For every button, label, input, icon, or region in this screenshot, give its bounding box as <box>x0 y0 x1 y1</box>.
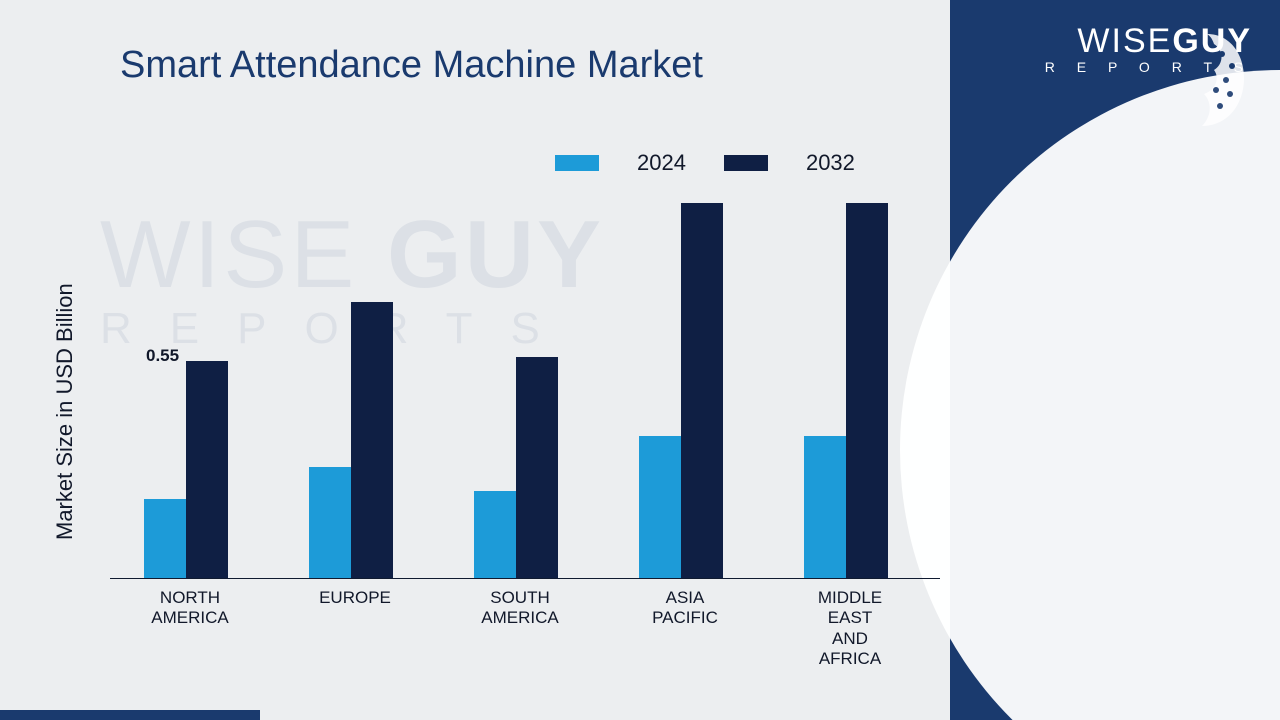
footer-accent-bar <box>0 710 260 720</box>
bar-2032 <box>351 302 393 579</box>
brand-line1a: WISE <box>1077 22 1172 60</box>
category-label: ASIAPACIFIC <box>625 588 745 629</box>
category-label: EUROPE <box>295 588 415 608</box>
brand-head-icon <box>1162 30 1252 130</box>
legend: 2024 2032 <box>555 150 855 176</box>
x-axis-line <box>110 578 940 579</box>
value-label: 0.55 <box>146 346 179 366</box>
legend-label-b: 2032 <box>806 150 855 176</box>
legend-label-a: 2024 <box>637 150 686 176</box>
bar-2024 <box>804 436 846 578</box>
chart-title: Smart Attendance Machine Market <box>120 44 703 87</box>
bar-2032 <box>516 357 558 578</box>
bar-2024 <box>639 436 681 578</box>
chart-plot-area: 0.55 <box>110 185 940 580</box>
category-label: MIDDLEEASTANDAFRICA <box>790 588 910 670</box>
x-axis-categories: NORTHAMERICA EUROPE SOUTHAMERICA ASIAPACIFI… <box>110 582 940 692</box>
bar-2032 <box>846 203 888 578</box>
bar-2024 <box>474 491 516 578</box>
bar-2024 <box>144 499 186 578</box>
y-axis-label: Market Size in USD Billion <box>52 283 78 540</box>
category-label: NORTHAMERICA <box>130 588 250 629</box>
bar-2032 <box>681 203 723 578</box>
bar-2032 <box>186 361 228 578</box>
brand-block: WISEGUY R E P O R T S <box>952 22 1252 75</box>
category-label: SOUTHAMERICA <box>460 588 580 629</box>
legend-swatch-b <box>724 155 768 171</box>
legend-swatch-a <box>555 155 599 171</box>
bar-2024 <box>309 467 351 578</box>
